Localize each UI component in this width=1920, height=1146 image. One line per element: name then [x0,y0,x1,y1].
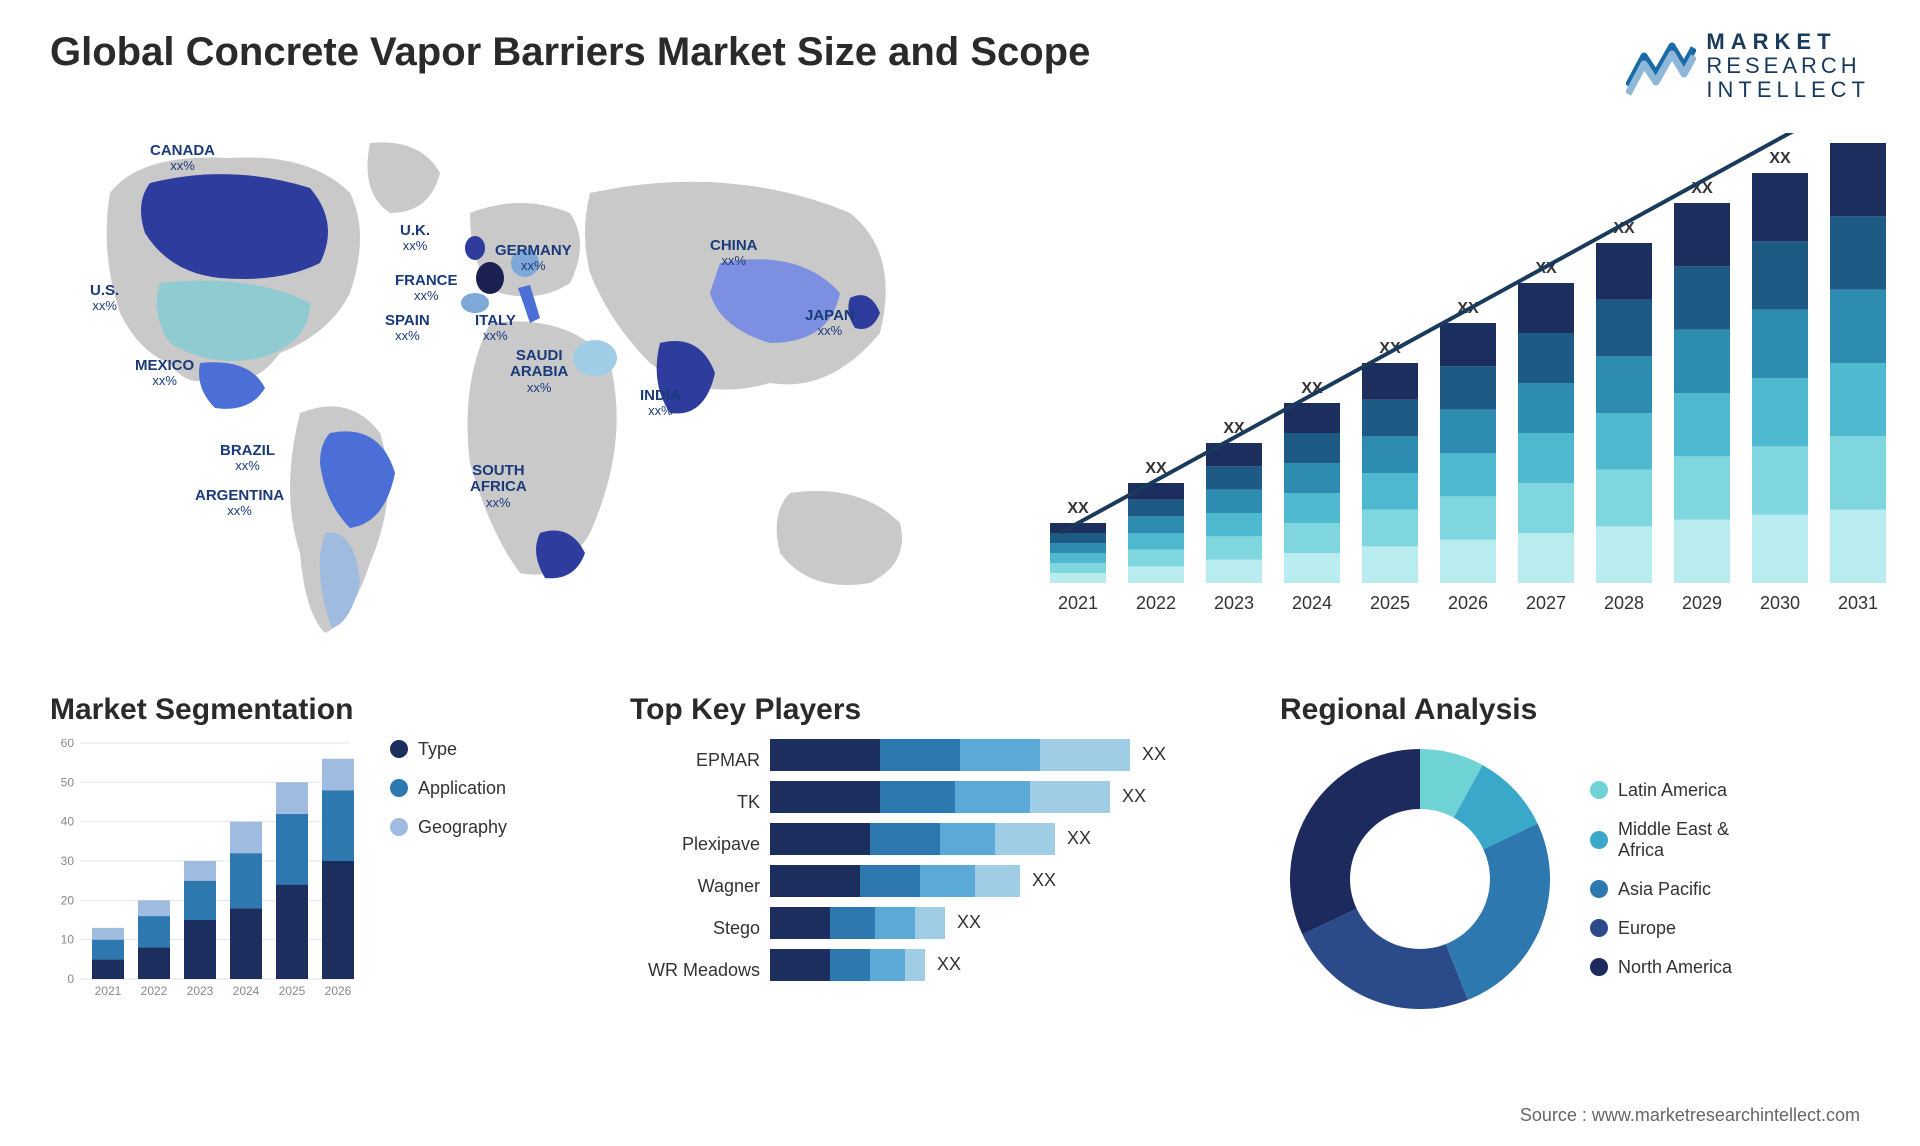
svg-text:2022: 2022 [1136,593,1176,613]
player-bar-row: XX [770,865,1220,897]
legend-item: Application [390,778,507,799]
page-title: Global Concrete Vapor Barriers Market Si… [50,30,1090,75]
svg-text:10: 10 [61,932,75,946]
regional-legend: Latin America Middle East & Africa Asia Pa… [1590,780,1778,978]
svg-text:2028: 2028 [1604,593,1644,613]
player-label: WR Meadows [630,955,760,985]
svg-text:20: 20 [61,893,75,907]
segmentation-chart: 0 10 20 30 40 50 60 2021 2022 2023 2024 2025 2026 [50,739,370,1019]
map-label-germany: GERMANYxx% [495,243,572,274]
svg-text:2026: 2026 [1448,593,1488,613]
svg-text:2025: 2025 [1370,593,1410,613]
legend-item: Geography [390,817,507,838]
svg-text:2026: 2026 [325,984,352,998]
svg-text:XX: XX [1769,150,1791,167]
players-title: Top Key Players [630,693,1220,727]
svg-text:2029: 2029 [1682,593,1722,613]
logo-line1: MARKET [1706,30,1870,54]
map-label-france: FRANCExx% [395,273,458,304]
player-bar-row: XX [770,781,1220,813]
player-label: EPMAR [630,745,760,775]
map-label-uk: U.K.xx% [400,223,430,254]
player-label: Plexipave [630,829,760,859]
player-bar-row: XX [770,823,1220,855]
world-map: CANADAxx% U.S.xx% MEXICOxx% BRAZILxx% ARGENT… [50,133,970,653]
regional-donut [1280,739,1560,1019]
map-uk [465,236,485,260]
players-chart: EPMAR TK Plexipave Wagner Stego WR Meadows XX… [630,739,1220,985]
svg-text:2027: 2027 [1526,593,1566,613]
map-label-us: U.S.xx% [90,283,119,314]
svg-text:2024: 2024 [1292,593,1332,613]
svg-text:2023: 2023 [1214,593,1254,613]
svg-text:2031: 2031 [1838,593,1878,613]
player-label: Wagner [630,871,760,901]
player-bar-row: XX [770,907,1220,939]
svg-text:2024: 2024 [233,984,260,998]
map-label-saudiarabia: SAUDIARABIAxx% [510,348,568,395]
map-label-italy: ITALYxx% [475,313,516,344]
player-bar-row: XX [770,739,1220,771]
regional-title: Regional Analysis [1280,693,1870,727]
map-label-brazil: BRAZILxx% [220,443,275,474]
legend-item: Type [390,739,507,760]
svg-text:2021: 2021 [95,984,122,998]
logo-line3: INTELLECT [1706,78,1870,102]
svg-text:2021: 2021 [1058,593,1098,613]
svg-text:2023: 2023 [187,984,214,998]
svg-text:2030: 2030 [1760,593,1800,613]
map-label-india: INDIAxx% [640,388,681,419]
legend-item: Asia Pacific [1590,879,1778,900]
svg-text:2022: 2022 [141,984,168,998]
svg-text:0: 0 [67,972,74,986]
map-label-mexico: MEXICOxx% [135,358,194,389]
svg-text:2025: 2025 [279,984,306,998]
legend-item: North America [1590,957,1778,978]
map-saudi [573,340,617,376]
svg-text:40: 40 [61,814,75,828]
map-label-china: CHINAxx% [710,238,758,269]
source-text: Source : www.marketresearchintellect.com [1520,1105,1860,1126]
map-label-spain: SPAINxx% [385,313,430,344]
segmentation-legend: Type Application Geography [390,739,507,838]
player-label: TK [630,787,760,817]
map-spain [461,293,489,313]
map-label-southafrica: SOUTHAFRICAxx% [470,463,527,510]
map-label-argentina: ARGENTINAxx% [195,488,284,519]
logo-icon [1626,36,1696,96]
legend-item: Europe [1590,918,1778,939]
svg-text:XX: XX [1067,500,1089,517]
player-label: Stego [630,913,760,943]
svg-text:XX: XX [1847,133,1869,137]
svg-text:50: 50 [61,775,75,789]
brand-logo: MARKET RESEARCH INTELLECT [1626,30,1870,103]
legend-item: Middle East & Africa [1590,819,1778,861]
market-size-chart: XX2021XX2022XX2023XX2024XX2025XX2026XX20… [1010,133,1910,653]
map-label-japan: JAPANxx% [805,308,855,339]
segmentation-title: Market Segmentation [50,693,570,727]
legend-item: Latin America [1590,780,1778,801]
player-bar-row: XX [770,949,1220,981]
svg-text:30: 30 [61,854,75,868]
map-label-canada: CANADAxx% [150,143,215,174]
svg-text:60: 60 [61,739,75,750]
logo-line2: RESEARCH [1706,54,1870,78]
